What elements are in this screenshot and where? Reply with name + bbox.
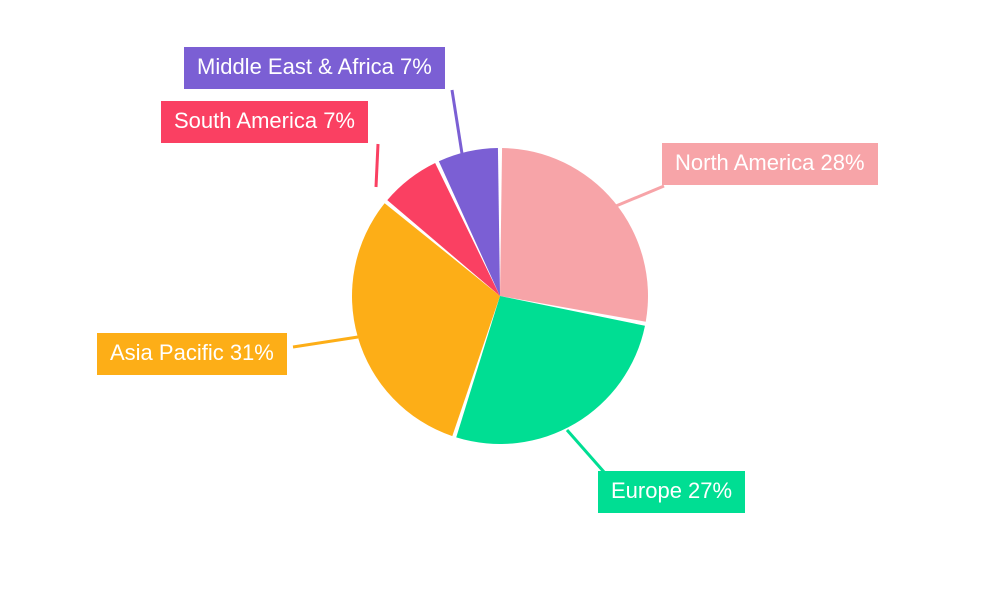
slice-label[interactable]: Asia Pacific 31% (97, 333, 287, 375)
slice-label[interactable]: North America 28% (662, 143, 878, 185)
slice-leader-line (565, 429, 606, 473)
pie-slice[interactable] (352, 203, 500, 437)
slice-leader-line (374, 143, 380, 188)
slice-leader-line (615, 184, 665, 208)
slice-leader-line (450, 89, 465, 161)
slice-label[interactable]: South America 7% (161, 101, 368, 143)
pie-slice[interactable] (456, 296, 645, 444)
slice-leader-line (292, 335, 359, 349)
slice-label[interactable]: Europe 27% (598, 471, 746, 513)
slice-label[interactable]: Middle East & Africa 7% (184, 47, 445, 89)
pie-slice[interactable] (500, 148, 648, 322)
pie-slices-group (352, 148, 648, 444)
pie-slice[interactable] (387, 162, 500, 296)
pie-slice[interactable] (438, 148, 500, 296)
leader-lines-group (292, 89, 665, 473)
